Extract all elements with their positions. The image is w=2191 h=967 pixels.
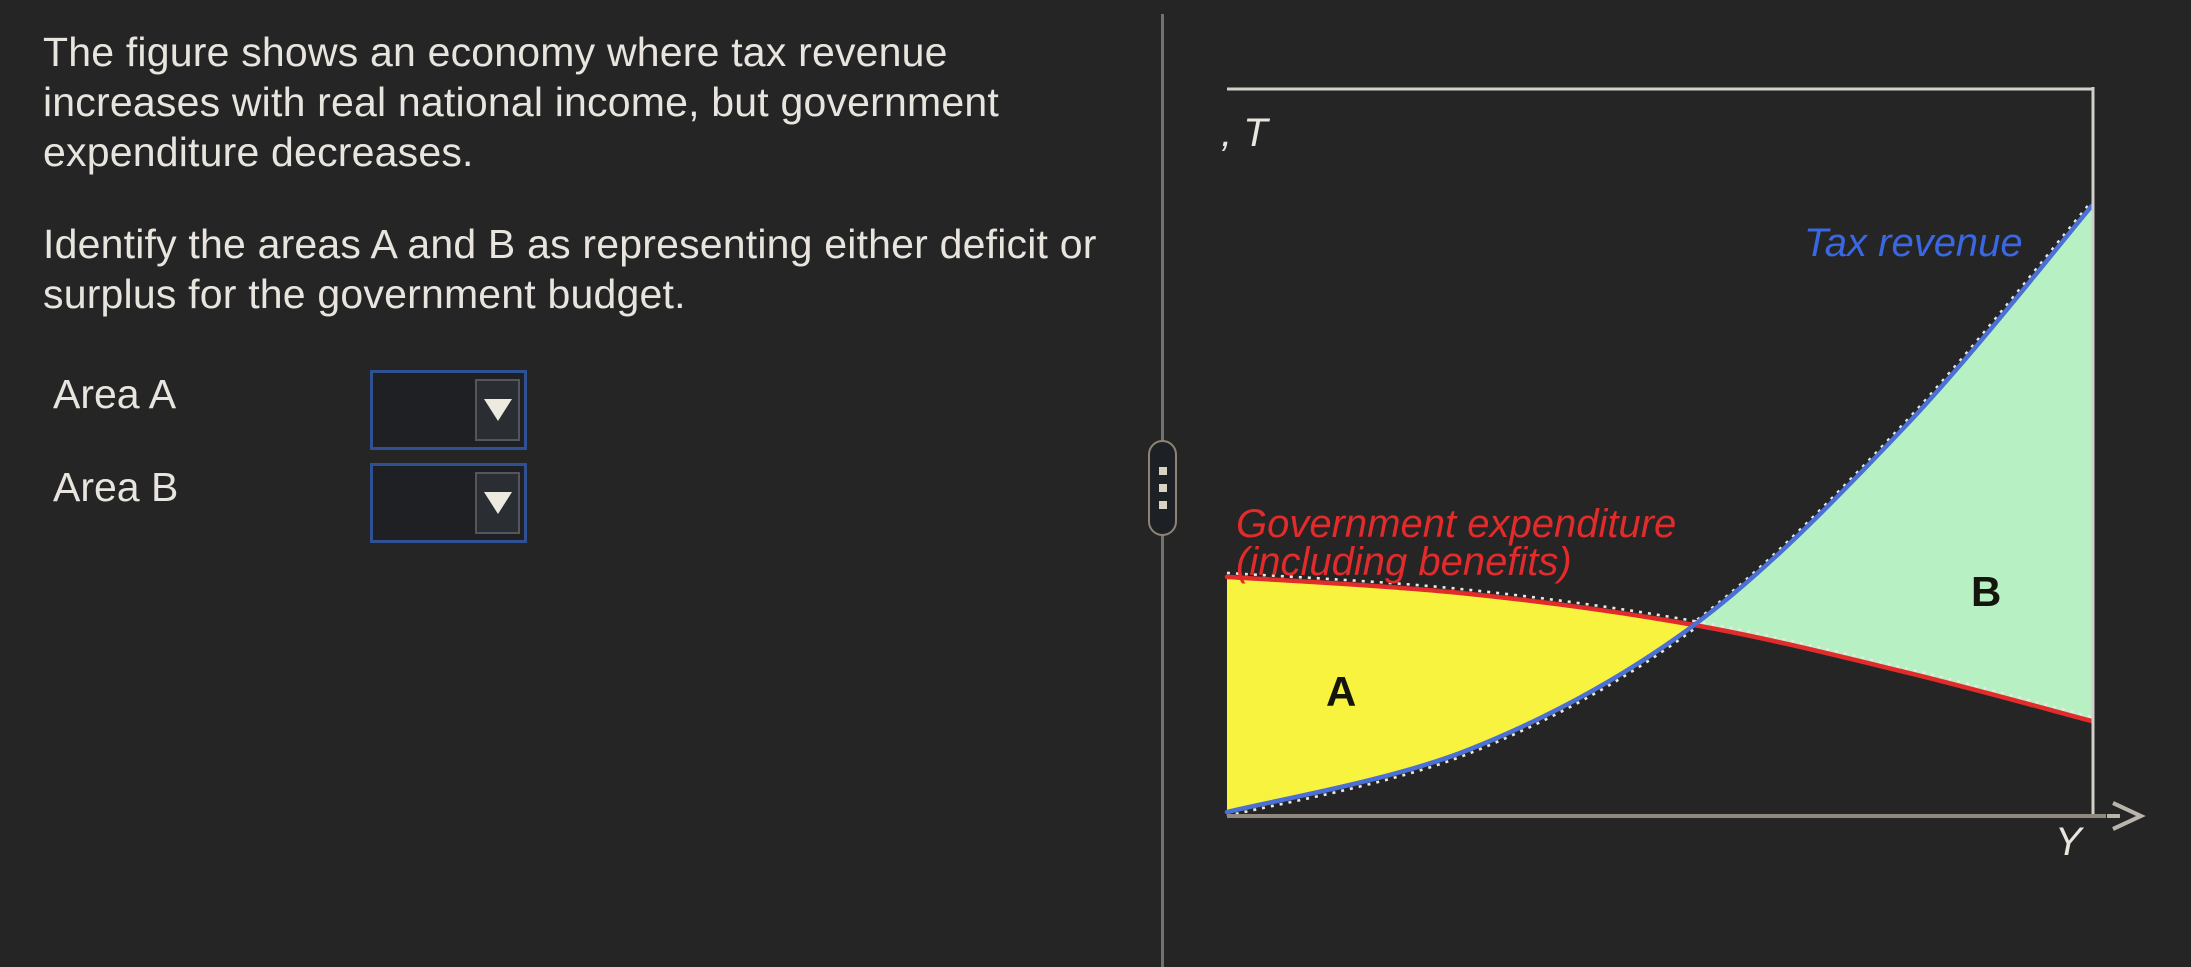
- area-a-dropdown-button[interactable]: [475, 379, 520, 441]
- x-axis-arrow-icon: [2112, 801, 2146, 831]
- area-a-region-label: A: [1326, 668, 1357, 715]
- panel-resize-handle[interactable]: [1148, 440, 1177, 536]
- area-b-bottom-dashed-outline: [1693, 619, 2093, 719]
- area-b-dropdown-button[interactable]: [475, 472, 520, 534]
- gov-expenditure-curve-label: Government expenditure (including benefi…: [1236, 502, 1677, 584]
- area-b-region-label: B: [1971, 568, 2002, 615]
- tax-revenue-curve: [1224, 203, 2095, 815]
- y-axis-label: , T: [1221, 111, 1268, 155]
- question-panel: The figure shows an economy where tax re…: [43, 29, 1097, 543]
- area-b-select[interactable]: [370, 463, 527, 543]
- question-intro: The figure shows an economy where tax re…: [43, 29, 999, 175]
- area-a-field-label: Area A: [53, 371, 177, 417]
- area-b-region: [1694, 205, 2092, 722]
- tax-revenue-curve-label: Tax revenue: [1804, 221, 2023, 265]
- question-prompt: Identify the areas A and B as representi…: [43, 221, 1097, 317]
- area-a-region: [1227, 576, 1695, 813]
- figure-panel: , T Tax revenue Government expenditure (…: [1163, 0, 2191, 967]
- dropdown-arrow-icon: [483, 399, 512, 421]
- budget-chart: [1224, 87, 2146, 831]
- x-axis-label: Y: [2055, 820, 2082, 864]
- area-b-field-label: Area B: [53, 464, 179, 510]
- dropdown-arrow-icon: [483, 492, 512, 514]
- area-a-select[interactable]: [370, 370, 527, 450]
- area-a-top-dashed-outline: [1226, 571, 1695, 623]
- gov-expenditure-curve: [1224, 574, 2095, 724]
